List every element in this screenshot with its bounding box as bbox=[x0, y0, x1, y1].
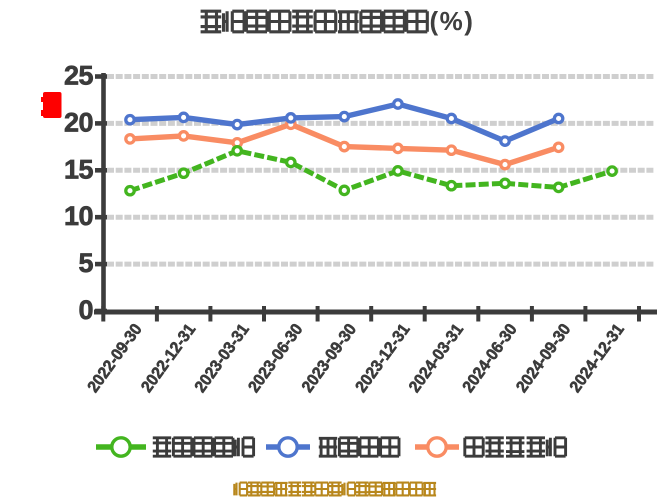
svg-text:2024-06-30: 2024-06-30 bbox=[459, 321, 521, 396]
svg-text:2022-09-30: 2022-09-30 bbox=[84, 321, 146, 396]
svg-text:2023-09-30: 2023-09-30 bbox=[298, 321, 360, 396]
svg-text:2023-03-31: 2023-03-31 bbox=[191, 321, 253, 396]
svg-text:2024-12-31: 2024-12-31 bbox=[566, 321, 628, 396]
svg-text:2022-12-31: 2022-12-31 bbox=[138, 321, 200, 396]
svg-text:2023-06-30: 2023-06-30 bbox=[245, 321, 307, 396]
svg-text:10: 10 bbox=[64, 201, 93, 231]
svg-text:2024-03-31: 2024-03-31 bbox=[406, 321, 468, 396]
svg-text:20: 20 bbox=[64, 107, 93, 137]
svg-text:0: 0 bbox=[78, 295, 93, 325]
svg-text:(%): (%) bbox=[430, 6, 475, 36]
svg-text:15: 15 bbox=[64, 154, 94, 184]
svg-text:2023-12-31: 2023-12-31 bbox=[352, 321, 414, 396]
svg-text:2024-09-30: 2024-09-30 bbox=[513, 321, 575, 396]
svg-text:25: 25 bbox=[64, 61, 94, 91]
svg-text:5: 5 bbox=[78, 248, 93, 278]
